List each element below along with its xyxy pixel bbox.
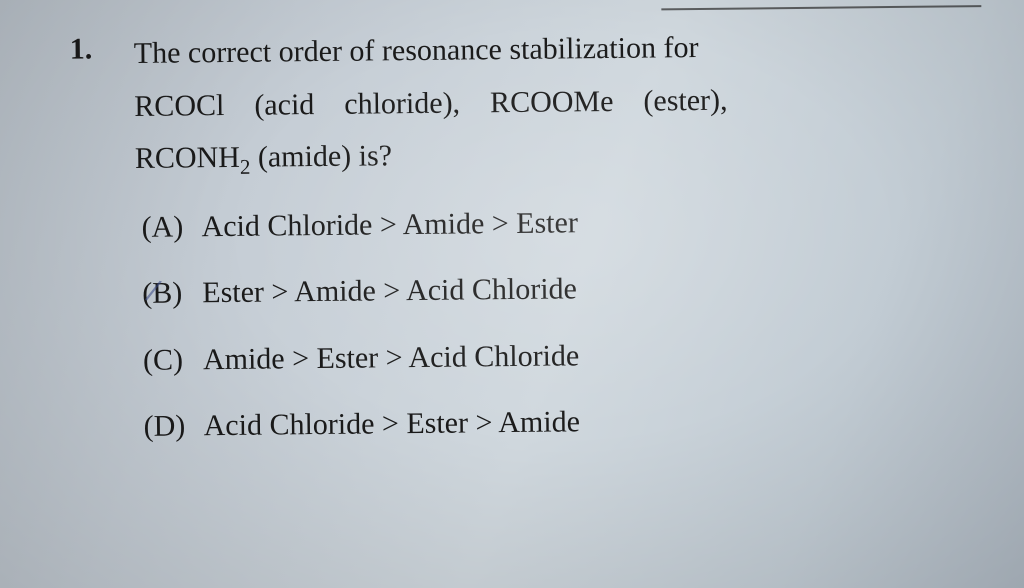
option-d: (D) Acid Chloride > Ester > Amide <box>143 398 977 447</box>
stem-line2-acid: (acid <box>254 88 314 122</box>
option-c-text: Amide > Ester > Acid Chloride <box>203 336 580 380</box>
option-b-label-text: (B) <box>142 276 182 309</box>
question-body: The correct order of resonance stabiliza… <box>134 19 978 447</box>
option-b-label: (B) / <box>142 273 202 314</box>
stem-line2-rcoome: RCOOMe <box>490 84 614 118</box>
option-b-text: Ester > Amide > Acid Chloride <box>202 269 577 313</box>
option-c: (C) Amide > Ester > Acid Chloride <box>143 332 977 381</box>
question-row: 1. The correct order of resonance stabil… <box>70 19 978 448</box>
stem-line2-ester: (ester), <box>643 83 727 117</box>
option-d-label: (D) <box>143 406 203 447</box>
stem-line3-rconh: RCONH <box>135 141 240 175</box>
top-rule <box>661 5 981 10</box>
stem-line3-amide: (amide) is? <box>250 139 392 173</box>
stem-line1: The correct order of resonance stabiliza… <box>134 31 699 70</box>
stem-line3-sub2: 2 <box>240 155 251 179</box>
option-a-text: Acid Chloride > Amide > Ester <box>201 203 578 247</box>
option-c-label: (C) <box>143 340 203 381</box>
option-a: (A) Acid Chloride > Amide > Ester <box>141 199 975 248</box>
question-stem: The correct order of resonance stabiliza… <box>134 19 976 185</box>
question-number: 1. <box>70 28 134 67</box>
page: 1. The correct order of resonance stabil… <box>0 0 1024 588</box>
stem-line2-chloride: chloride), <box>344 86 460 120</box>
option-b: (B) / Ester > Amide > Acid Chloride <box>142 265 976 314</box>
stem-line2-rcocl: RCOCl <box>134 89 224 123</box>
option-a-label: (A) <box>141 207 201 248</box>
options-list: (A) Acid Chloride > Amide > Ester (B) / … <box>141 199 977 448</box>
option-d-text: Acid Chloride > Ester > Amide <box>203 402 580 446</box>
